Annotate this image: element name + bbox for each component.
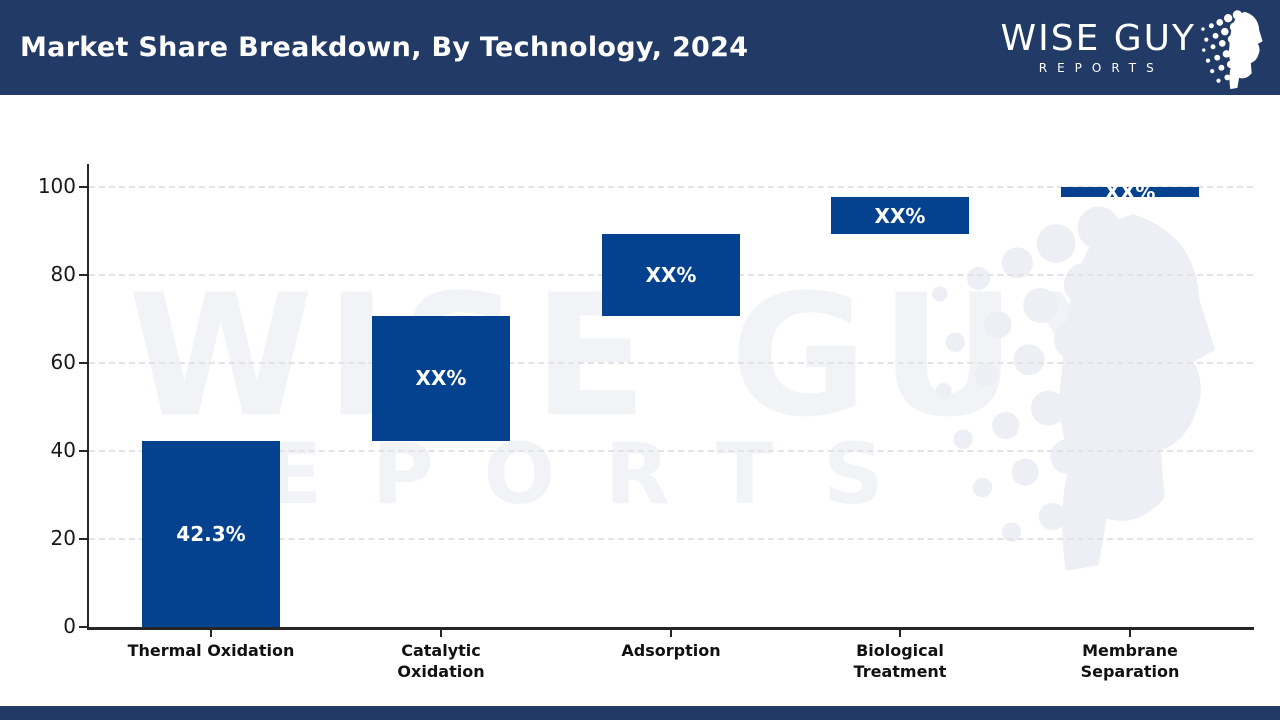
- x-axis-category-label: Thermal Oxidation: [127, 641, 295, 660]
- wiseguy-head-watermark-icon: [932, 206, 1215, 571]
- y-axis-tick: [79, 274, 87, 276]
- bar-value-label: XX%: [415, 366, 467, 391]
- gridline: [89, 186, 1253, 188]
- x-axis-tick: [210, 630, 212, 637]
- logo-reports-text: REPORTS: [1038, 60, 1164, 75]
- gridline: [89, 362, 1253, 364]
- y-axis-tick-label: 40: [50, 438, 76, 462]
- x-axis-category-label: Biological Treatment: [853, 641, 947, 681]
- y-axis-tick-label: 80: [50, 262, 76, 286]
- header-bar: Market Share Breakdown, By Technology, 2…: [0, 0, 1280, 95]
- bar-value-label: XX%: [645, 262, 697, 287]
- y-axis-tick: [79, 626, 87, 628]
- y-axis-line: [87, 164, 89, 629]
- bar: XX%: [372, 315, 510, 441]
- chart-title: Market Share Breakdown, By Technology, 2…: [20, 32, 749, 63]
- bar: 42.3%: [142, 440, 280, 627]
- wiseguy-logo: WISE GUY REPORTS: [1001, 6, 1269, 90]
- y-axis-tick: [79, 186, 87, 188]
- y-axis-tick-label: 60: [50, 350, 76, 374]
- footer-bar: [0, 706, 1280, 720]
- x-axis-line: [87, 627, 1254, 630]
- bar-value-label: XX%: [874, 203, 926, 228]
- x-axis-category-label: Adsorption: [621, 641, 721, 660]
- logo-wiseguy-text: WISE GUY: [1000, 17, 1196, 59]
- x-axis-tick: [899, 630, 901, 637]
- bar-value-label: 42.3%: [176, 521, 246, 546]
- y-axis-tick-label: 100: [37, 174, 76, 198]
- gridline: [89, 538, 1253, 540]
- x-axis-category-label: Catalytic Oxidation: [397, 641, 485, 681]
- bar: XX%: [602, 234, 740, 316]
- bar-value-label: XX%: [1104, 180, 1156, 205]
- y-axis-tick-label: 20: [50, 526, 76, 550]
- x-axis-tick: [440, 630, 442, 637]
- bar: XX%: [1061, 182, 1199, 202]
- bar: XX%: [831, 197, 969, 235]
- y-axis-tick: [79, 450, 87, 452]
- y-axis-tick: [79, 362, 87, 364]
- x-axis-tick: [670, 630, 672, 637]
- y-axis-tick: [79, 538, 87, 540]
- x-axis-tick: [1129, 630, 1131, 637]
- x-axis-category-label: Membrane Separation: [1080, 641, 1180, 681]
- y-axis-tick-label: 0: [63, 614, 76, 638]
- gridline: [89, 450, 1253, 452]
- wiseguy-head-logo-icon: [1201, 9, 1263, 89]
